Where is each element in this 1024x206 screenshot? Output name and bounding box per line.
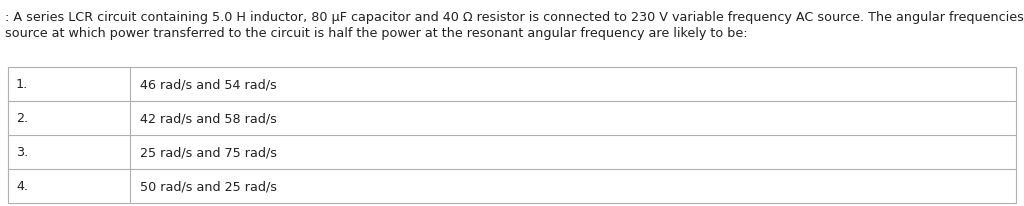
Text: 3.: 3. (16, 146, 29, 159)
Text: 46 rad/s and 54 rad/s: 46 rad/s and 54 rad/s (140, 78, 276, 91)
Text: source at which power transferred to the circuit is half the power at the resona: source at which power transferred to the… (5, 27, 748, 40)
Bar (8, 68, 1016, 203)
Text: 42 rad/s and 58 rad/s: 42 rad/s and 58 rad/s (140, 112, 276, 125)
Text: 2.: 2. (16, 112, 28, 125)
Text: 4.: 4. (16, 180, 28, 193)
Text: 25 rad/s and 75 rad/s: 25 rad/s and 75 rad/s (140, 146, 278, 159)
Text: 50 rad/s and 25 rad/s: 50 rad/s and 25 rad/s (140, 180, 278, 193)
Text: : A series LCR circuit containing 5.0 H inductor, 80 μF capacitor and 40 Ω resis: : A series LCR circuit containing 5.0 H … (5, 11, 1024, 24)
Text: 1.: 1. (16, 78, 29, 91)
